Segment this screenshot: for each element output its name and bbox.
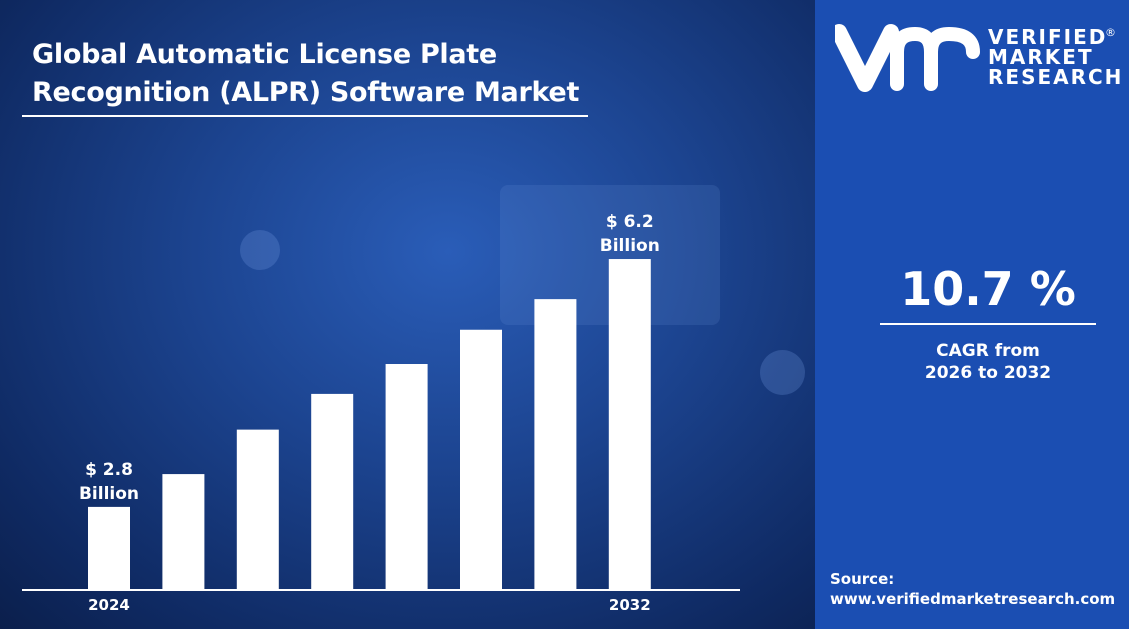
x-tick-label: 2024 [88,596,130,614]
registered-mark: ® [1105,26,1116,39]
bar-6 [534,299,577,590]
source: Source: www.verifiedmarketresearch.com [830,569,1115,609]
bar-2 [236,429,279,590]
bar-chart: 2024 2032 $ 2.8 Billion $ 6.2 Billion [0,0,815,629]
source-url[interactable]: www.verifiedmarketresearch.com [830,590,1116,608]
data-label: $ 2.8 [85,460,133,480]
cagr-divider [880,323,1096,325]
data-label: Billion [79,484,139,504]
source-label: Source: [830,570,895,588]
decor-circle [760,350,805,395]
decor-circle [240,230,280,270]
title-line-2: Recognition (ALPR) Software Market [32,77,580,108]
cagr-label-line-1: CAGR from [936,341,1040,361]
title-divider [22,115,588,117]
bar-3 [311,393,354,590]
x-tick-label: 2032 [609,596,651,614]
bar-1 [162,474,205,590]
title-line-1: Global Automatic License Plate [32,39,497,70]
info-panel: VERIFIED MARKET RESEARCH ® 10.7 % CAGR f… [815,0,1129,629]
cagr-label-line-2: 2026 to 2032 [924,363,1052,383]
brand-line-1: VERIFIED [988,25,1108,49]
bar-2032 [608,259,651,590]
cagr-label: CAGR from 2026 to 2032 [880,340,1096,384]
bar-2024 [88,506,130,590]
data-label: $ 6.2 [606,212,654,232]
chart-panel: Global Automatic License Plate Recogniti… [0,0,815,629]
data-label: Billion [600,236,660,256]
brand-line-3: RESEARCH [988,65,1124,89]
brand-name: VERIFIED MARKET RESEARCH [988,27,1123,87]
vmr-logo [835,24,980,92]
bar-5 [460,329,502,590]
bar-4 [385,364,428,590]
cagr-value: 10.7 % [900,262,1076,316]
chart-title: Global Automatic License Plate Recogniti… [32,36,579,112]
brand-line-2: MARKET [988,45,1094,69]
